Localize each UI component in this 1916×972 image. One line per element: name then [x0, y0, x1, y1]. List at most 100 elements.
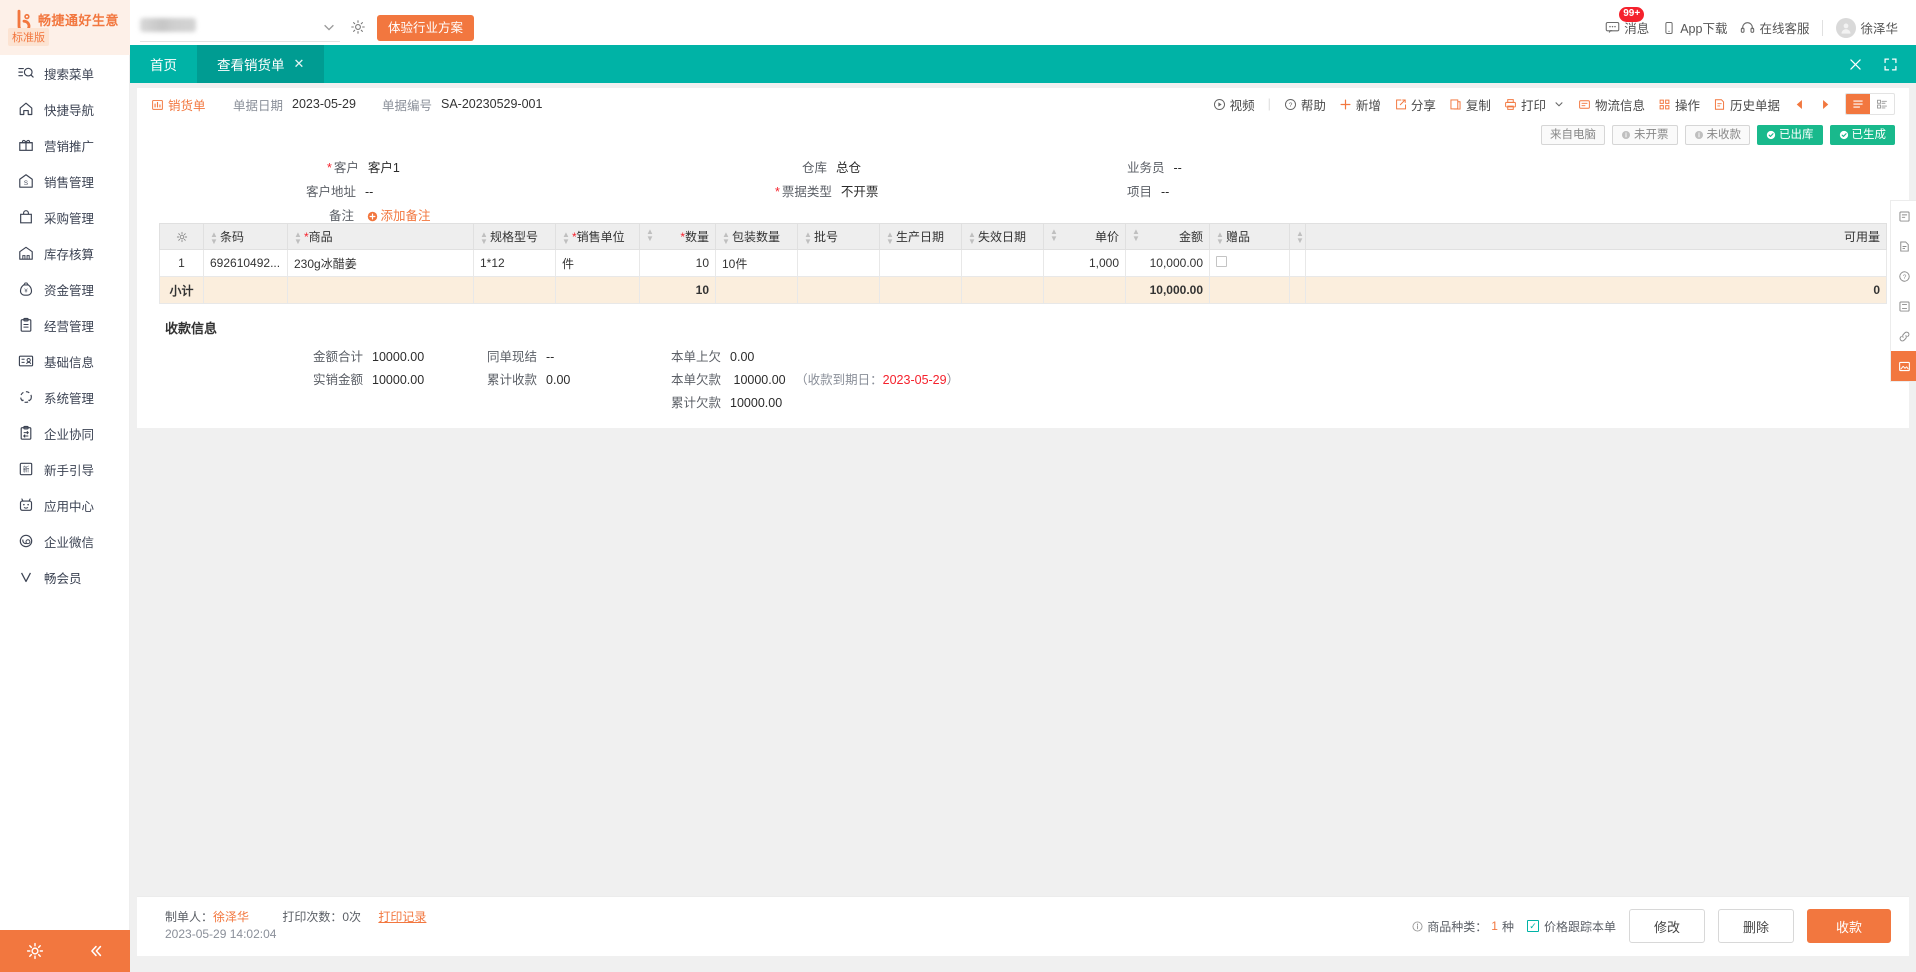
price-track-checkbox-row[interactable]: ✓ 价格跟踪本单	[1526, 918, 1616, 935]
sidebar-item-purchase[interactable]: 采购管理	[0, 199, 129, 235]
checkbox-checked-icon[interactable]: ✓	[1526, 920, 1539, 932]
col-price[interactable]: ▲ ▼ 单价	[1043, 223, 1126, 250]
history-doc-button[interactable]: 历史单据	[1713, 95, 1780, 114]
sort-icon[interactable]: ▲ ▼	[480, 229, 488, 246]
sidebar-item-quick-nav[interactable]: 快捷导航	[0, 91, 129, 127]
sort-icon[interactable]: ▲ ▼	[294, 229, 302, 246]
cell-unit[interactable]: 件	[555, 249, 640, 277]
field-project[interactable]: 项目 --	[1127, 185, 1170, 199]
col-exp-date[interactable]: ▲ ▼ 失效日期	[961, 223, 1044, 250]
sidebar-item-app-center[interactable]: 应用中心	[0, 487, 129, 523]
close-all-icon[interactable]	[1848, 57, 1863, 72]
try-industry-plan-button[interactable]: 体验行业方案	[377, 15, 475, 41]
field-customer-address[interactable]: 客户地址 --	[306, 185, 374, 199]
sidebar-item-basic-info[interactable]: 基础信息	[0, 343, 129, 379]
search-input[interactable]	[140, 14, 340, 42]
cell-pack-qty[interactable]: 10件	[715, 249, 798, 277]
online-support-entry[interactable]: 在线客服	[1740, 18, 1809, 37]
sidebar-item-marketing[interactable]: 营销推广	[0, 127, 129, 163]
col-batch[interactable]: ▲ ▼ 批号	[797, 223, 880, 250]
app-download-entry[interactable]: App下载	[1662, 18, 1727, 37]
gear-icon[interactable]	[26, 942, 44, 960]
col-prod-date[interactable]: ▲ ▼ 生产日期	[879, 223, 962, 250]
copy-button[interactable]: 复制	[1449, 95, 1491, 114]
sidebar-item-wecom[interactable]: 企业微信	[0, 523, 129, 559]
field-warehouse[interactable]: 仓库 总仓	[802, 161, 862, 175]
cell-product[interactable]: 230g冰醋姜	[287, 249, 474, 277]
help-button[interactable]: ? 帮助	[1284, 95, 1326, 114]
sort-icon[interactable]: ▲ ▼	[562, 229, 570, 246]
message-entry[interactable]: 消息 99+	[1605, 7, 1649, 37]
note-icon[interactable]	[1891, 201, 1916, 231]
prev-arrow-icon[interactable]	[1793, 98, 1806, 111]
col-blank[interactable]: ▲ ▼	[1289, 223, 1306, 250]
field-invoice-type[interactable]: * 票据类型 不开票	[775, 185, 879, 199]
gift-checkbox[interactable]	[1216, 256, 1227, 267]
chevron-down-icon[interactable]	[1550, 98, 1565, 110]
cell-batch[interactable]	[797, 249, 880, 277]
card-view-icon[interactable]	[1870, 94, 1894, 114]
sort-icon[interactable]: ▲ ▼	[968, 229, 976, 246]
document-type-tab[interactable]: 销货单	[137, 88, 211, 120]
sort-icon[interactable]: ▲ ▼	[804, 229, 812, 246]
sidebar-item-inventory[interactable]: 库存核算	[0, 235, 129, 271]
collapse-icon[interactable]	[88, 943, 104, 959]
fullscreen-icon[interactable]	[1883, 57, 1898, 72]
col-qty[interactable]: ▲ ▼ *数量	[639, 223, 716, 250]
sidebar-item-newbie-guide[interactable]: 新 新手引导	[0, 451, 129, 487]
col-product[interactable]: ▲ ▼ *商品	[287, 223, 474, 250]
sidebar-item-collaboration[interactable]: 企业协同	[0, 415, 129, 451]
print-log-link[interactable]: 打印记录	[378, 910, 427, 924]
col-barcode[interactable]: ▲ ▼ 条码	[203, 223, 288, 250]
sort-icon[interactable]: ▲ ▼	[1216, 229, 1224, 246]
sidebar-item-operations[interactable]: 经营管理	[0, 307, 129, 343]
logistics-button[interactable]: 物流信息	[1578, 95, 1645, 114]
share-button[interactable]: 分享	[1394, 95, 1436, 114]
user-entry[interactable]: 徐泽华	[1836, 17, 1898, 38]
col-spec[interactable]: ▲ ▼ 规格型号	[473, 223, 556, 250]
delete-button[interactable]: 删除	[1718, 909, 1794, 943]
next-arrow-icon[interactable]	[1819, 98, 1832, 111]
flow-icon[interactable]	[1891, 291, 1916, 321]
cell-qty[interactable]: 10	[639, 249, 716, 277]
gear-icon[interactable]	[350, 19, 366, 35]
cell-gift[interactable]	[1209, 249, 1290, 277]
tab-home[interactable]: 首页	[130, 45, 197, 83]
add-note-button[interactable]: 添加备注	[358, 209, 431, 223]
edit-button[interactable]: 修改	[1629, 909, 1705, 943]
cell-prod-date[interactable]	[879, 249, 962, 277]
receive-payment-button[interactable]: 收款	[1807, 909, 1891, 943]
table-row[interactable]: 1 692610492... 230g冰醋姜 1*12 件 10 10件 1,0…	[159, 249, 1887, 277]
sidebar-item-funds[interactable]: ¥ 资金管理	[0, 271, 129, 307]
field-customer[interactable]: * 客户 客户1	[327, 161, 400, 175]
sort-icon[interactable]: ▲ ▼	[646, 227, 654, 243]
operations-button[interactable]: 操作	[1658, 95, 1700, 114]
video-button[interactable]: 视频	[1213, 95, 1255, 114]
image-icon[interactable]	[1891, 351, 1916, 381]
cell-price[interactable]: 1,000	[1043, 249, 1126, 277]
sort-icon[interactable]: ▲ ▼	[886, 229, 894, 246]
cell-exp-date[interactable]	[961, 249, 1044, 277]
col-pack-qty[interactable]: ▲ ▼ 包装数量	[715, 223, 798, 250]
sort-icon[interactable]: ▲ ▼	[1050, 227, 1058, 243]
attachment-doc-icon[interactable]	[1891, 231, 1916, 261]
col-settings[interactable]	[159, 223, 204, 250]
field-salesperson[interactable]: 业务员 --	[1127, 161, 1182, 175]
sidebar-item-search-menu[interactable]: 搜索菜单	[0, 55, 129, 91]
add-button[interactable]: 新增	[1339, 95, 1381, 114]
sort-icon[interactable]: ▲ ▼	[722, 229, 730, 246]
question-icon[interactable]: ?	[1891, 261, 1916, 291]
col-gift[interactable]: ▲ ▼ 赠品	[1209, 223, 1290, 250]
cell-spec[interactable]: 1*12	[473, 249, 556, 277]
tab-view-sales-order[interactable]: 查看销货单 ✕	[197, 45, 325, 83]
print-button[interactable]: 打印	[1504, 95, 1565, 114]
sort-icon[interactable]: ▲ ▼	[210, 229, 218, 246]
col-unit[interactable]: ▲ ▼ *销售单位	[555, 223, 640, 250]
sort-icon[interactable]: ▲ ▼	[1296, 228, 1304, 245]
col-available[interactable]: 可用量	[1305, 223, 1887, 250]
sidebar-item-system[interactable]: 系统管理	[0, 379, 129, 415]
col-amount[interactable]: ▲ ▼ 金额	[1125, 223, 1210, 250]
sidebar-item-sales[interactable]: S 销售管理	[0, 163, 129, 199]
close-icon[interactable]: ✕	[293, 56, 305, 71]
sort-icon[interactable]: ▲ ▼	[1132, 227, 1140, 243]
